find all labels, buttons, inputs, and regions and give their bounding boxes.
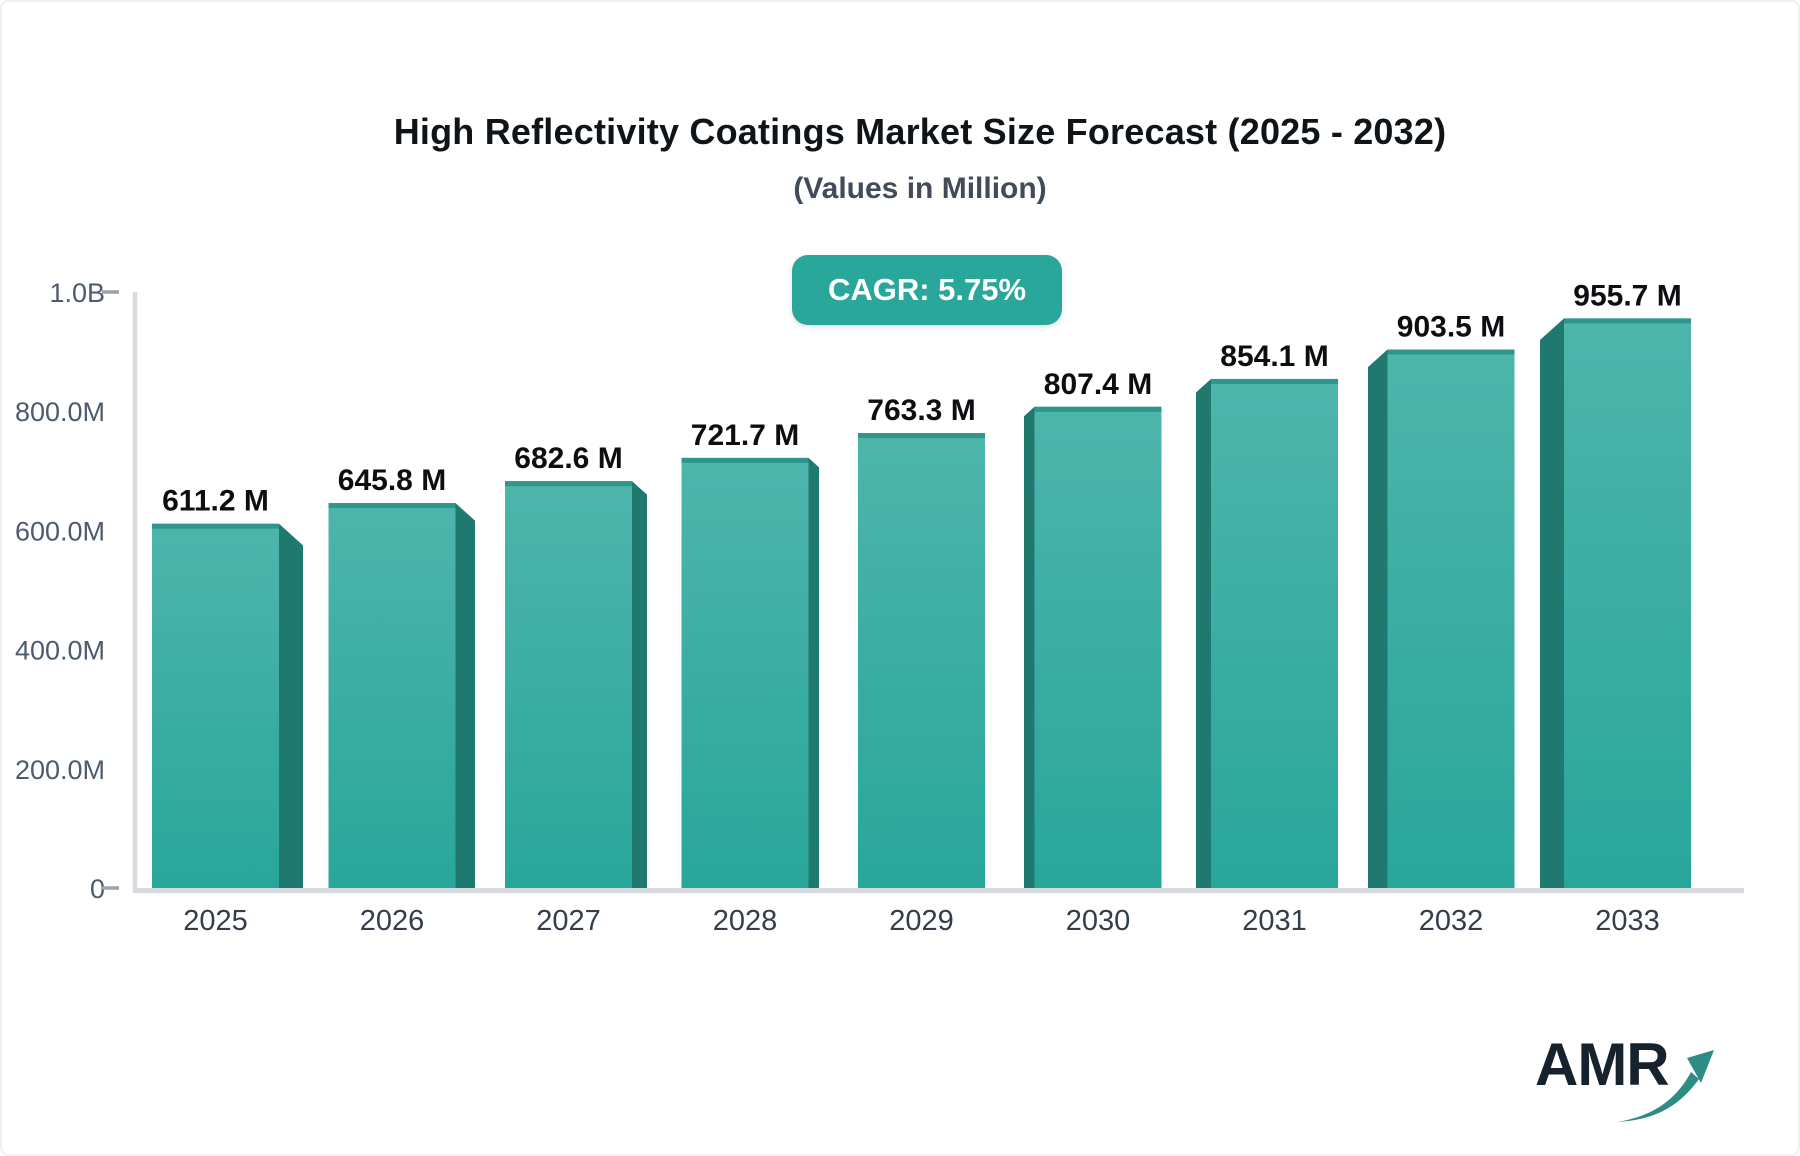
bar-top-edge-2032	[1387, 349, 1515, 355]
bar-value-label: 955.7 M	[1573, 279, 1681, 312]
bar-value-label: 763.3 M	[867, 394, 975, 427]
x-axis-label: 2032	[1419, 905, 1484, 937]
bar-2025	[152, 523, 279, 888]
bar-top-edge-2029	[858, 433, 985, 439]
growth-arrow-icon	[1617, 1050, 1714, 1122]
bar-value-label: 611.2 M	[162, 485, 269, 518]
bar-value-label: 903.5 M	[1397, 311, 1505, 344]
bar-value-label: 682.6 M	[514, 442, 622, 475]
x-axis-label: 2028	[713, 905, 778, 937]
bar-2027	[505, 481, 632, 888]
growth-arrow-tail	[1617, 1072, 1699, 1122]
bar-side-2031	[1196, 378, 1211, 888]
y-axis-label: 400.0M	[15, 636, 105, 666]
x-axis-label: 2025	[183, 905, 248, 937]
bar-2028	[681, 457, 809, 888]
y-axis-label: 0	[90, 874, 105, 904]
bar-top-edge-2028	[681, 457, 809, 463]
cagr-badge: CAGR: 5.75%	[792, 255, 1062, 325]
bar-side-2027	[632, 481, 647, 888]
amr-logo-text: AMR	[1535, 1031, 1670, 1098]
bar-2032	[1387, 349, 1515, 888]
bar-value-label: 807.4 M	[1044, 368, 1152, 401]
bar-2029	[858, 433, 985, 888]
bar-top-edge-2027	[505, 481, 632, 487]
y-axis-label: 200.0M	[15, 755, 105, 785]
bar-top-edge-2030	[1034, 406, 1162, 412]
bar-top-edge-2033	[1564, 318, 1691, 324]
growth-arrow-head	[1687, 1050, 1714, 1083]
bar-value-label: 721.7 M	[691, 419, 799, 452]
bar-top-edge-2031	[1211, 378, 1338, 384]
bar-2033	[1564, 318, 1691, 888]
bar-value-label: 854.1 M	[1220, 340, 1328, 373]
x-axis-label: 2033	[1595, 905, 1660, 937]
x-axis-label: 2027	[536, 905, 601, 937]
y-axis-label: 1.0B	[49, 278, 105, 308]
bar-2026	[328, 503, 456, 888]
bar-side-2030	[1024, 406, 1035, 888]
bar-side-2032	[1368, 349, 1388, 888]
chart-subtitle: (Values in Million)	[793, 172, 1047, 205]
bar-side-2025	[279, 523, 303, 888]
bar-value-label: 645.8 M	[338, 464, 446, 497]
x-axis-label: 2030	[1066, 905, 1131, 937]
x-axis-label: 2026	[360, 905, 425, 937]
bar-side-2028	[808, 457, 819, 888]
x-axis-label: 2031	[1242, 905, 1307, 937]
y-axis-label: 600.0M	[15, 516, 105, 546]
y-axis-label: 800.0M	[15, 397, 105, 427]
x-axis-label: 2029	[889, 905, 954, 937]
bar-top-edge-2026	[328, 503, 456, 509]
bar-2031	[1211, 378, 1338, 888]
bar-2030	[1034, 406, 1162, 888]
bar-top-edge-2025	[152, 523, 279, 529]
bar-side-2033	[1540, 318, 1564, 888]
amr-logo: AMR	[1527, 1034, 1742, 1134]
bar-side-2026	[455, 503, 475, 888]
cagr-badge-label: CAGR: 5.75%	[827, 272, 1027, 307]
chart-title: High Reflectivity Coatings Market Size F…	[393, 111, 1447, 152]
